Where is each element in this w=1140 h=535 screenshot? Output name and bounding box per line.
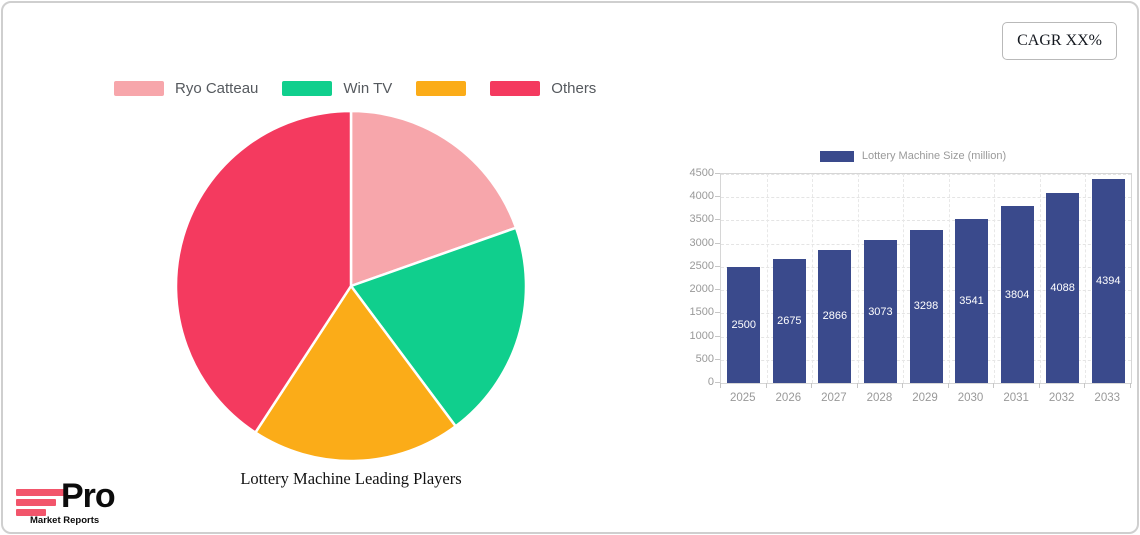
logo-title: Pro [61, 477, 116, 515]
x-axis-tick-label: 2032 [1048, 392, 1075, 404]
y-axis-tick-label: 3000 [689, 236, 714, 249]
x-axis-tick-label: 2027 [821, 392, 847, 404]
bar-value-label: 3541 [959, 294, 984, 307]
x-axis-tick-label: 2028 [866, 392, 893, 404]
y-axis-tick [715, 265, 720, 267]
y-axis-tick [715, 242, 720, 244]
cagr-badge[interactable]: CAGR XX% [1002, 22, 1117, 60]
x-axis-tick-label: 2030 [957, 392, 984, 404]
pie-legend-item-unlabeled [416, 81, 467, 96]
x-axis-tick [811, 383, 813, 388]
bar-legend-swatch [819, 150, 854, 162]
gridline-v [857, 174, 859, 383]
gridline-v [903, 174, 905, 383]
bar-legend-label: Lottery Machine Size (million) [861, 150, 1007, 162]
bar-2031[interactable]: 3804 [1000, 206, 1034, 383]
y-axis-tick [715, 289, 720, 291]
bar-value-label: 4088 [1050, 282, 1075, 295]
bar-value-label: 4394 [1095, 274, 1121, 287]
pie-legend-item-ryo-catteau: Ryo Catteau [114, 80, 258, 97]
y-axis-tick [715, 196, 720, 198]
pie-legend-swatch [282, 81, 333, 96]
pie-slice-win-tv[interactable] [349, 226, 528, 428]
bar-2033[interactable]: 4394 [1091, 178, 1125, 383]
bar-2025[interactable]: 2500 [727, 266, 761, 383]
bar-legend: Lottery Machine Size (million) [683, 150, 1140, 162]
gridline-v [948, 174, 950, 383]
bar-2027[interactable]: 2866 [818, 249, 852, 383]
x-axis-tick-label: 2025 [729, 392, 756, 404]
x-axis-tick [902, 383, 904, 388]
gridline-v [994, 174, 996, 383]
pie-slice-others[interactable] [174, 109, 353, 434]
y-axis-tick-label: 2000 [689, 283, 714, 296]
y-axis-tick-label: 2500 [689, 259, 714, 272]
bar-plot-area: 2500 2675 2866 3073 3298 3541 3804 4088 4394 [720, 173, 1132, 384]
gridline-h [721, 220, 1131, 222]
y-axis-tick [715, 173, 720, 174]
y-axis-tick [715, 219, 720, 221]
x-axis-tick [947, 383, 949, 388]
y-axis-tick-label: 0 [707, 376, 714, 388]
x-axis-tick [993, 383, 995, 388]
pie-legend-swatch [416, 81, 467, 96]
logo-subtitle: Market Reports [30, 515, 100, 526]
y-axis-tick-label: 4000 [689, 190, 714, 203]
x-axis-tick [1038, 383, 1040, 388]
bar-chart: Lottery Machine Size (million) 0 500 1000 1… [683, 145, 1140, 430]
bar-value-label: 3073 [868, 305, 893, 318]
pie-legend: Ryo Catteau Win TV Others [114, 80, 620, 97]
x-axis-tick-label: 2031 [1003, 392, 1029, 404]
gridline-v [766, 174, 768, 383]
pie-chart [174, 109, 528, 463]
y-axis-tick-label: 1000 [689, 329, 714, 342]
y-axis-tick [715, 358, 720, 360]
gridline-v [1085, 174, 1087, 383]
x-axis-tick [1130, 383, 1131, 388]
y-axis-tick-label: 4500 [689, 167, 714, 179]
x-axis-tick [856, 383, 858, 388]
bar-value-label: 2675 [777, 314, 802, 327]
bar-2030[interactable]: 3541 [955, 218, 989, 383]
pie-legend-swatch [114, 81, 164, 96]
bar-2032[interactable]: 4088 [1046, 193, 1080, 383]
pie-legend-label: Win TV [343, 80, 393, 97]
x-axis-tick-label: 2026 [775, 392, 802, 404]
pie-legend-item-win-tv: Win TV [282, 80, 392, 97]
bar-value-label: 2500 [731, 318, 756, 331]
pie-legend-swatch [490, 81, 541, 96]
x-axis-tick [1084, 383, 1086, 388]
y-axis-tick [715, 335, 720, 337]
y-axis-tick-label: 3500 [689, 213, 714, 226]
bar-value-label: 2866 [822, 310, 848, 323]
gridline-v [1039, 174, 1041, 383]
y-axis-tick [715, 382, 720, 383]
bar-2029[interactable]: 3298 [909, 229, 943, 383]
pie-slice-unlabeled[interactable] [254, 284, 457, 463]
x-axis-tick-label: 2033 [1094, 392, 1121, 404]
bar-2026[interactable]: 2675 [772, 258, 806, 383]
pie-legend-item-others: Others [490, 80, 596, 97]
pie-legend-label: Others [551, 80, 597, 97]
bar-value-label: 3804 [1004, 288, 1030, 301]
y-axis-tick-label: 1500 [689, 306, 714, 319]
gridline-v [812, 174, 814, 383]
x-axis-tick [765, 383, 767, 388]
x-axis-tick-label: 2029 [912, 392, 938, 404]
x-axis-tick [720, 383, 721, 388]
gridline-h [721, 174, 1131, 175]
y-axis-tick [715, 312, 720, 314]
bar-value-label: 3298 [913, 300, 939, 313]
y-axis-tick-label: 500 [695, 352, 714, 365]
pie-legend-label: Ryo Catteau [175, 80, 259, 97]
bar-2028[interactable]: 3073 [863, 240, 897, 383]
gridline-h [721, 197, 1131, 199]
pie-title: Lottery Machine Leading Players [240, 469, 462, 488]
